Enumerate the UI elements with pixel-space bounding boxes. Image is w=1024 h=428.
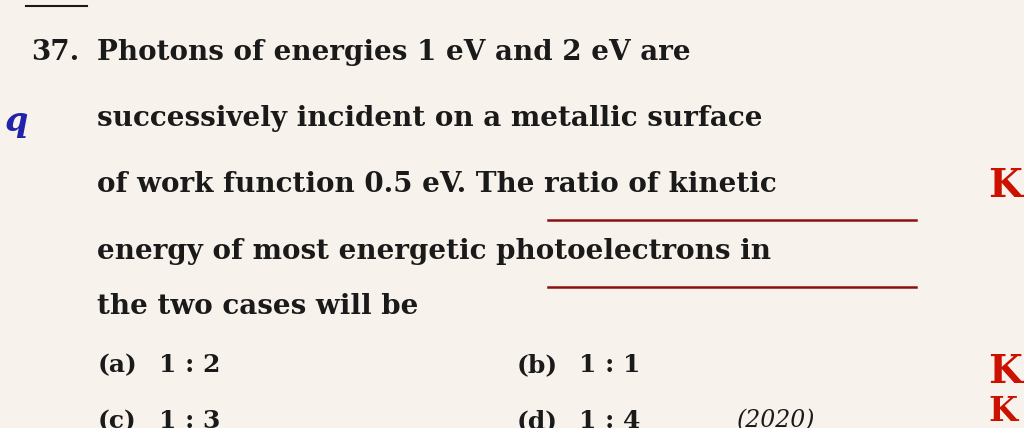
Text: q: q xyxy=(5,105,29,138)
Text: 37.: 37. xyxy=(31,39,79,65)
Text: (d): (d) xyxy=(517,409,558,428)
Text: Photons of energies 1 eV and 2 eV are: Photons of energies 1 eV and 2 eV are xyxy=(97,39,691,65)
Text: 1 : 3: 1 : 3 xyxy=(159,409,220,428)
Text: K: K xyxy=(988,395,1017,428)
Text: of work function 0.5 eV. The ratio of kinetic: of work function 0.5 eV. The ratio of ki… xyxy=(97,171,777,198)
Text: (a): (a) xyxy=(97,353,137,377)
Text: energy of most energetic photoelectrons in: energy of most energetic photoelectrons … xyxy=(97,238,771,265)
Text: successively incident on a metallic surface: successively incident on a metallic surf… xyxy=(97,105,763,132)
Text: K: K xyxy=(988,167,1022,205)
Text: (c): (c) xyxy=(97,409,136,428)
Text: (2020): (2020) xyxy=(737,409,816,428)
Text: the two cases will be: the two cases will be xyxy=(97,293,419,320)
Text: 1 : 2: 1 : 2 xyxy=(159,353,220,377)
Text: K: K xyxy=(988,353,1022,391)
Text: (b): (b) xyxy=(517,353,558,377)
Text: 1 : 4: 1 : 4 xyxy=(579,409,640,428)
Text: 1 : 1: 1 : 1 xyxy=(579,353,640,377)
